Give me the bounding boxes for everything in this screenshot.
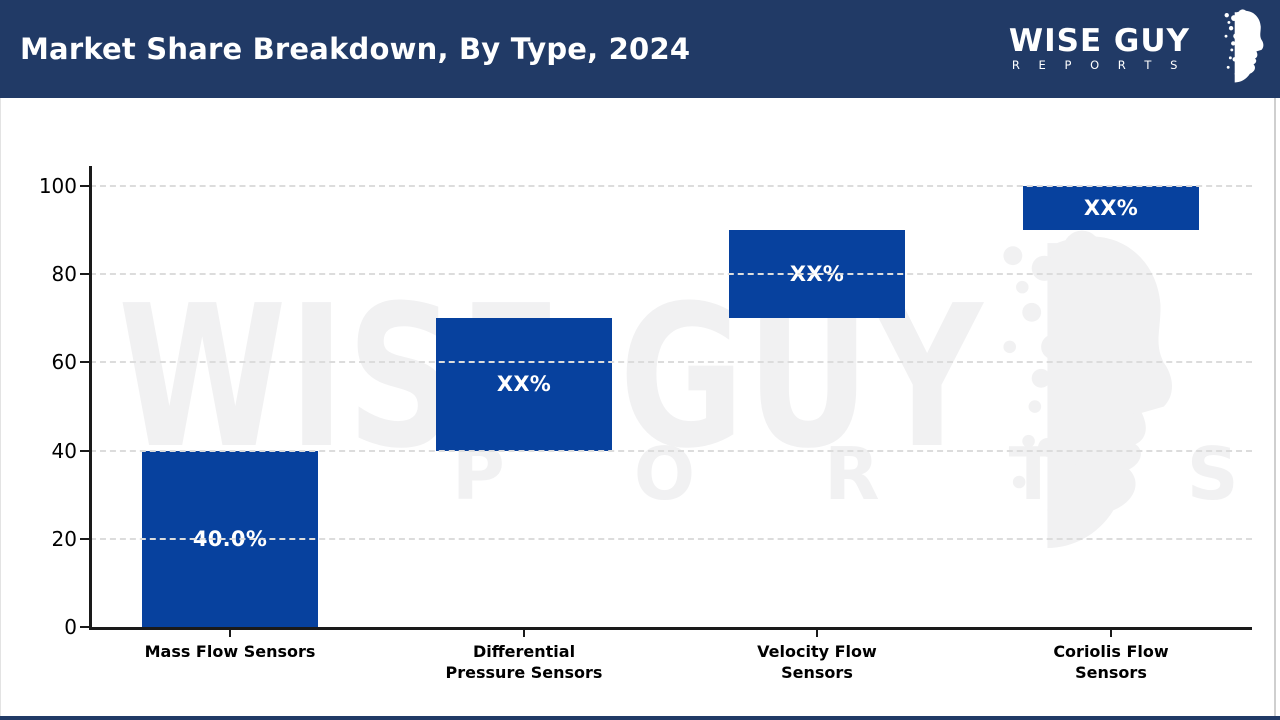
y-tick-0: [80, 626, 89, 628]
x-axis-category-label: Mass Flow Sensors: [144, 642, 316, 661]
x-axis-category-label: Coriolis Flow Sensors: [1053, 642, 1169, 682]
x-tick-mass-flow-sensors: [229, 629, 231, 637]
gridline-100: [90, 185, 1252, 187]
x-tick-velocity-flow-sensors: [816, 629, 818, 637]
x-tick-differential-pressure-sensors: [523, 629, 525, 637]
y-tick-label: 60: [51, 350, 77, 375]
chart-canvas: WISE GUY P O R T S 40.0% XX% XX% XX% 0 20 40 60…: [0, 98, 1280, 716]
gridline-80: [90, 273, 1252, 276]
gridline-60: [90, 361, 1252, 364]
brand-name: WISE GUY: [1008, 23, 1190, 60]
brand-logo-text: WISE GUY R E P O R T S: [1009, 26, 1190, 72]
left-edge-line: [0, 98, 1, 716]
logo-face-icon: [1192, 6, 1268, 92]
y-axis-line: [89, 166, 92, 629]
x-axis-category-label: Velocity Flow Sensors: [757, 642, 877, 682]
watermark-face-icon: [862, 218, 1192, 574]
x-axis-category-label: Differential Pressure Sensors: [445, 642, 603, 682]
y-tick-label: 40: [51, 438, 77, 463]
y-tick-40: [80, 449, 89, 452]
y-tick-label: 20: [51, 526, 77, 551]
y-tick-label: 0: [64, 615, 77, 639]
bar-coriolis-flow-sensors: XX%: [1023, 186, 1199, 231]
y-tick-label: 100: [38, 174, 77, 198]
brand-subtitle: R E P O R T S: [1011, 58, 1185, 73]
bar-value-label: XX%: [1083, 196, 1139, 221]
footer-accent-bar: [0, 716, 1280, 720]
y-tick-60: [80, 361, 89, 364]
y-tick-100: [80, 185, 89, 187]
gridline-20: [90, 537, 1252, 540]
y-tick-20: [80, 537, 89, 540]
bar-differential-pressure-sensors: XX%: [436, 318, 612, 451]
brand-logo: WISE GUY R E P O R T S: [1009, 6, 1268, 92]
y-tick-80: [80, 273, 89, 276]
header-bar: Market Share Breakdown, By Type, 2024 WI…: [0, 0, 1280, 98]
right-edge-line: [1274, 98, 1276, 716]
y-tick-label: 80: [51, 262, 77, 287]
x-tick-coriolis-flow-sensors: [1110, 629, 1112, 637]
bar-value-label: XX%: [496, 372, 552, 397]
x-axis-line: [89, 627, 1252, 630]
page-title: Market Share Breakdown, By Type, 2024: [20, 32, 691, 66]
gridline-40: [90, 449, 1252, 452]
